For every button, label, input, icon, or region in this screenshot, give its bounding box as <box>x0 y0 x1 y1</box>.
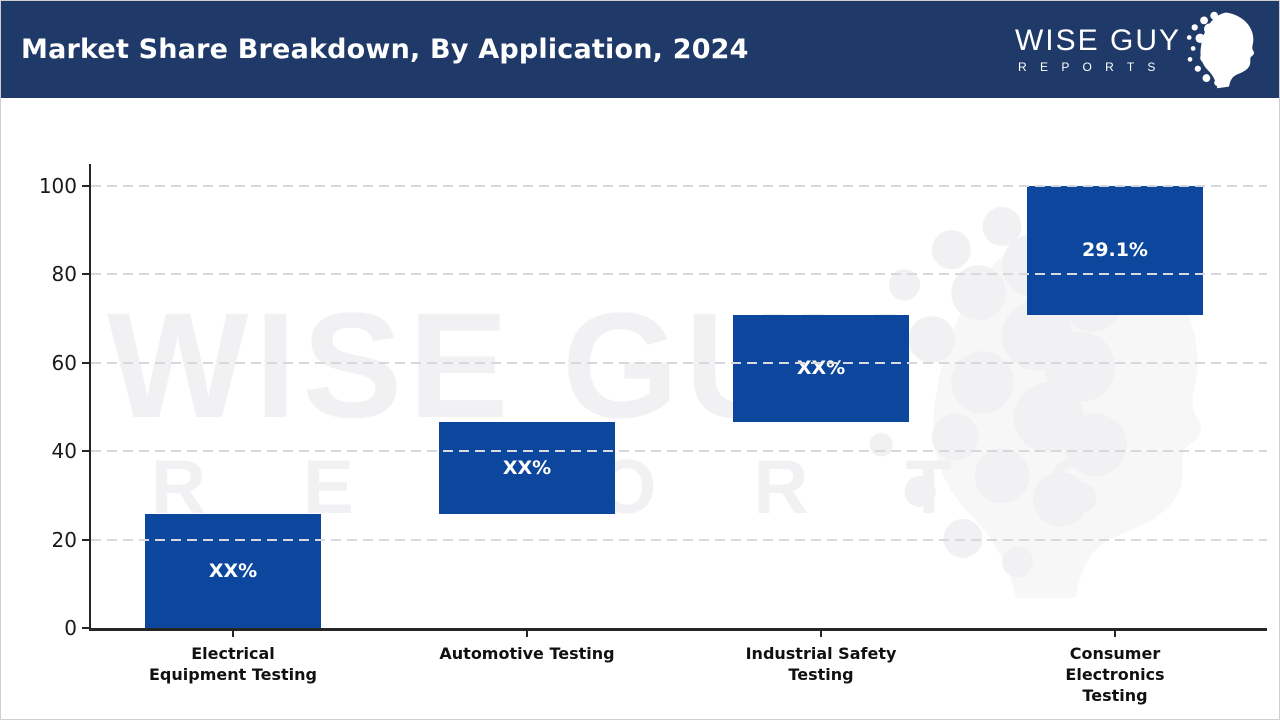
gridline-60 <box>91 361 1267 364</box>
logo-text: WISE GUY R E P O R T S <box>1014 24 1181 74</box>
y-tick-label-60: 60 <box>51 350 77 375</box>
x-category-label-industrial-safety-testing: Industrial Safety Testing <box>745 644 897 684</box>
y-tick-mark-60 <box>82 361 89 364</box>
y-tick-label-40: 40 <box>51 439 77 464</box>
logo-head-icon <box>1186 11 1255 88</box>
bar-value-label-automotive-testing: XX% <box>502 457 552 480</box>
bar-industrial-safety-testing: XX% <box>733 314 909 423</box>
chart-area: WISE GUY R E P O R T S 0 20 40 60 80 100 XX% El… <box>1 98 1279 719</box>
y-tick-mark-40 <box>82 450 89 453</box>
bar-automotive-testing: XX% <box>439 422 615 514</box>
y-tick-mark-80 <box>82 273 89 276</box>
wise-guy-logo: WISE GUY R E P O R T S <box>1015 8 1261 92</box>
x-tick-mark-automotive-testing <box>526 631 528 637</box>
logo-wordmark: WISE GUY <box>1014 24 1181 57</box>
x-tick-mark-industrial-safety-testing <box>820 631 822 637</box>
bar-value-label-electrical-equipment-testing: XX% <box>208 559 258 582</box>
chart-title: Market Share Breakdown, By Application, … <box>21 34 749 65</box>
x-category-label-consumer-electronics-testing: Consumer Electronics Testing <box>1065 644 1165 705</box>
gridline-40 <box>91 450 1267 453</box>
x-tick-mark-consumer-electronics-testing <box>1114 631 1116 637</box>
y-tick-label-80: 80 <box>51 262 77 287</box>
bar-value-label-industrial-safety-testing: XX% <box>796 357 846 380</box>
bar-value-label-consumer-electronics-testing: 29.1% <box>1082 239 1148 262</box>
header-bar: Market Share Breakdown, By Application, … <box>1 1 1279 98</box>
x-tick-mark-electrical-equipment-testing <box>232 631 234 637</box>
gridline-100 <box>91 185 1267 188</box>
gridline-20 <box>91 538 1267 541</box>
x-category-label-automotive-testing: Automotive Testing <box>439 644 615 663</box>
bar-consumer-electronics-testing: 29.1% <box>1027 186 1203 315</box>
y-tick-label-0: 0 <box>64 616 77 640</box>
y-tick-mark-0 <box>82 627 89 629</box>
gridline-80 <box>91 273 1267 276</box>
x-category-label-electrical-equipment-testing: Electrical Equipment Testing <box>149 644 317 684</box>
logo-subtext: R E P O R T S <box>1017 60 1161 74</box>
bar-electrical-equipment-testing: XX% <box>145 513 321 628</box>
y-tick-mark-20 <box>82 538 89 541</box>
y-tick-mark-100 <box>82 185 89 188</box>
plot-area: 0 20 40 60 80 100 XX% Electrical Equipment Test… <box>39 164 1267 705</box>
y-tick-label-100: 100 <box>38 174 77 199</box>
y-tick-label-20: 20 <box>51 527 77 552</box>
